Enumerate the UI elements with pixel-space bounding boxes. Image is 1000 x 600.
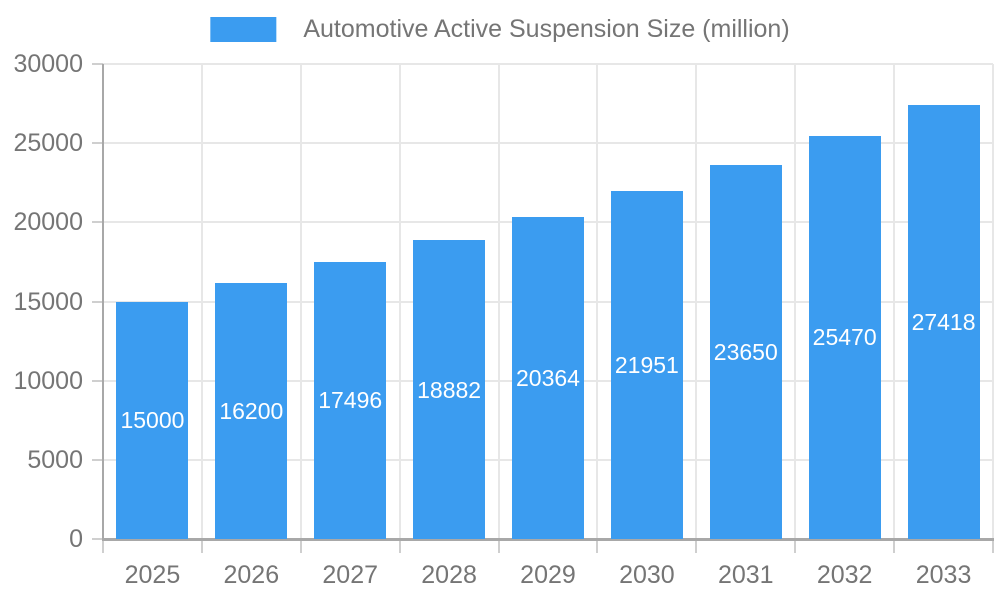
xtick-mark-3 bbox=[398, 540, 401, 553]
xtick-mark-6 bbox=[695, 540, 698, 553]
xtick-label-2026: 2026 bbox=[223, 561, 280, 589]
ytick-mark-15000 bbox=[92, 300, 103, 303]
bar-2030 bbox=[610, 191, 683, 539]
bar-2029 bbox=[512, 216, 584, 539]
xtick-mark-2 bbox=[299, 540, 302, 553]
ytick-mark-5000 bbox=[92, 458, 103, 461]
bar-value-2032: 25470 bbox=[812, 324, 877, 351]
xtick-label-2031: 2031 bbox=[717, 561, 774, 589]
bar-2025 bbox=[116, 301, 189, 539]
bar-2031 bbox=[709, 164, 782, 539]
gridline-x-9 bbox=[992, 64, 994, 539]
xtick-label-2027: 2027 bbox=[322, 561, 379, 589]
xtick-mark-0 bbox=[102, 540, 104, 553]
xtick-mark-9 bbox=[992, 540, 994, 553]
bar-value-2033: 27418 bbox=[911, 308, 976, 335]
x-axis-line bbox=[102, 538, 994, 541]
gridline-x-7 bbox=[794, 64, 797, 539]
gridline-y-30000 bbox=[103, 63, 993, 65]
gridline-x-5 bbox=[596, 64, 599, 539]
xtick-mark-7 bbox=[794, 540, 797, 553]
y-axis-line bbox=[102, 64, 104, 539]
bar-value-2027: 17496 bbox=[318, 387, 383, 414]
ytick-label-20000: 20000 bbox=[13, 208, 83, 237]
gridline-y-25000 bbox=[103, 142, 993, 145]
gridline-x-4 bbox=[497, 64, 500, 539]
ytick-mark-30000 bbox=[92, 63, 103, 65]
xtick-mark-8 bbox=[893, 540, 896, 553]
legend-swatch bbox=[210, 17, 277, 42]
xtick-mark-4 bbox=[497, 540, 500, 553]
xtick-label-2033: 2033 bbox=[915, 561, 972, 589]
xtick-label-2032: 2032 bbox=[816, 561, 873, 589]
ytick-label-30000: 30000 bbox=[13, 50, 83, 78]
gridline-x-2 bbox=[299, 64, 302, 539]
ytick-label-25000: 25000 bbox=[13, 129, 83, 158]
bar-2032 bbox=[808, 135, 881, 539]
bar-value-2030: 21951 bbox=[614, 352, 679, 379]
ytick-mark-20000 bbox=[92, 221, 103, 224]
bar-value-2031: 23650 bbox=[713, 338, 778, 365]
bar-value-2025: 15000 bbox=[120, 407, 185, 434]
bar-2028 bbox=[413, 240, 486, 539]
bar-2026 bbox=[215, 282, 288, 539]
gridline-x-6 bbox=[695, 64, 698, 539]
bar-value-2028: 18882 bbox=[417, 376, 482, 403]
xtick-label-2025: 2025 bbox=[124, 561, 181, 589]
ytick-mark-25000 bbox=[92, 142, 103, 145]
bar-value-2029: 20364 bbox=[516, 364, 580, 391]
xtick-label-2028: 2028 bbox=[421, 561, 477, 589]
xtick-label-2030: 2030 bbox=[619, 561, 675, 589]
legend: Automotive Active Suspension Size (milli… bbox=[210, 15, 790, 44]
gridline-x-3 bbox=[398, 64, 401, 539]
ytick-mark-0 bbox=[92, 538, 103, 540]
ytick-label-5000: 5000 bbox=[27, 445, 83, 474]
bar-2027 bbox=[314, 261, 387, 539]
ytick-mark-10000 bbox=[92, 379, 103, 382]
gridline-x-8 bbox=[893, 64, 896, 539]
ytick-label-15000: 15000 bbox=[13, 287, 83, 316]
xtick-mark-5 bbox=[596, 540, 599, 553]
bar-2033 bbox=[907, 104, 980, 539]
xtick-mark-1 bbox=[200, 540, 203, 553]
gridline-x-1 bbox=[200, 64, 203, 539]
legend-label: Automotive Active Suspension Size (milli… bbox=[303, 15, 790, 43]
ytick-label-0: 0 bbox=[69, 525, 83, 553]
xtick-label-2029: 2029 bbox=[520, 561, 576, 589]
bar-value-2026: 16200 bbox=[219, 397, 284, 424]
ytick-label-10000: 10000 bbox=[13, 366, 83, 395]
